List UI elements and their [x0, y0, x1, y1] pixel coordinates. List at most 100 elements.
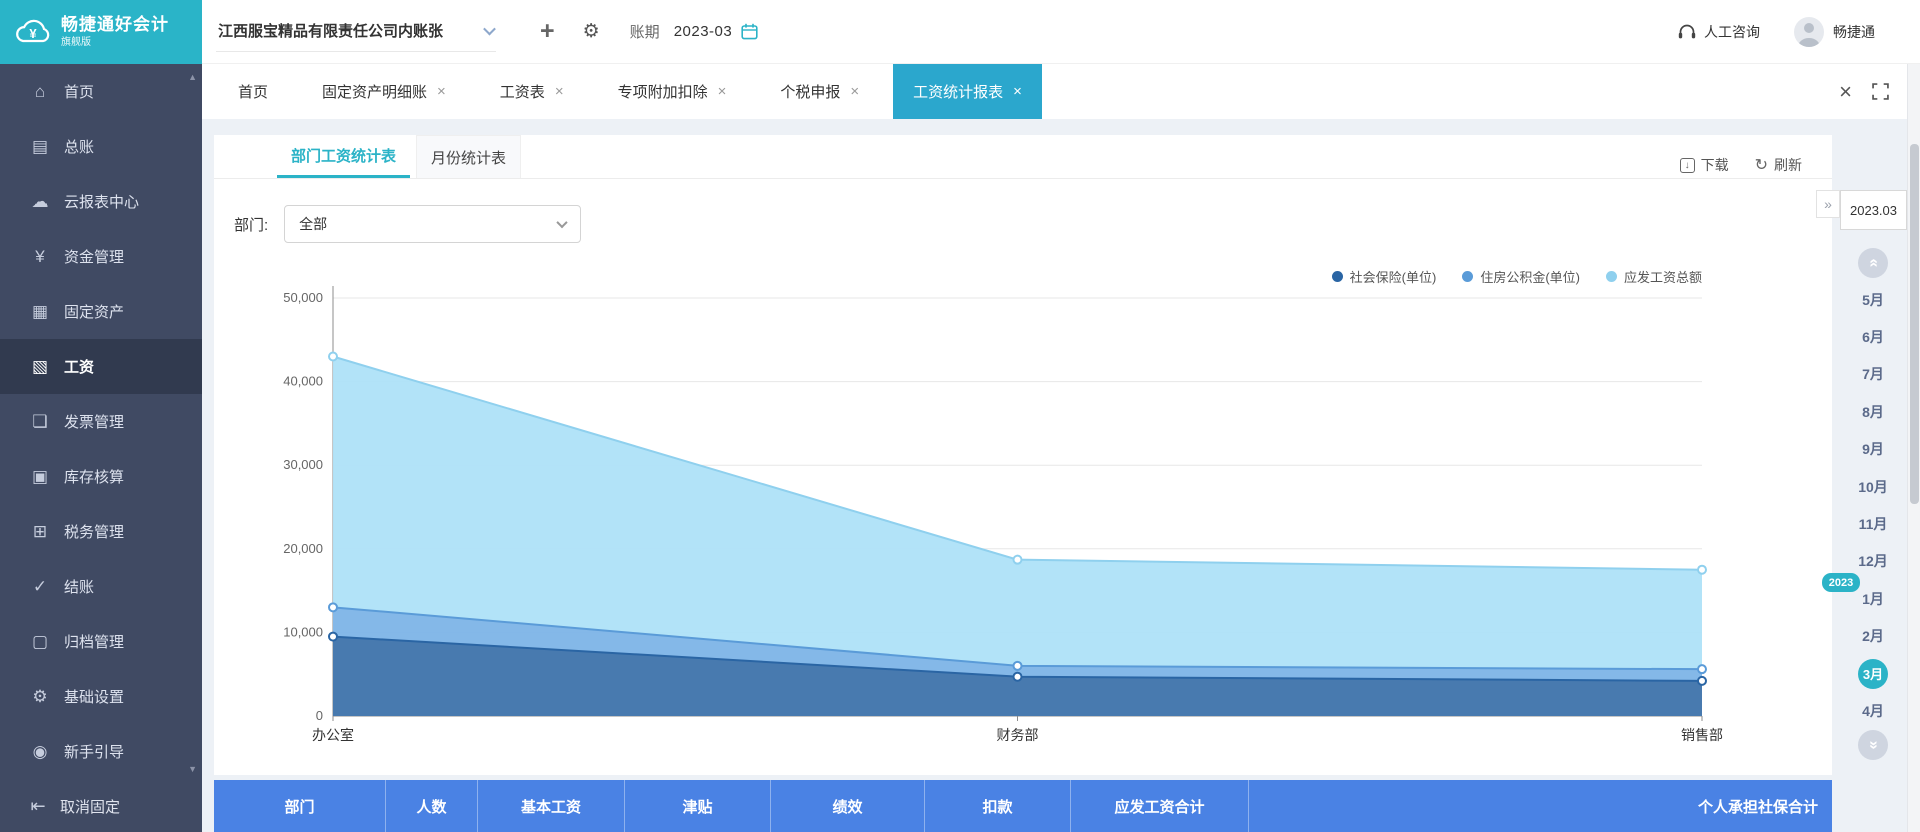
svg-text:30,000: 30,000	[283, 457, 323, 472]
month-8[interactable]: 8月	[1839, 393, 1907, 430]
department-select-value: 全部	[299, 216, 328, 232]
month-11[interactable]: 11月	[1839, 505, 1907, 542]
sidebar-item-label: 云报表中心	[64, 194, 140, 211]
tab-home[interactable]: 首页	[218, 64, 288, 119]
tab-fixed-asset-ledger[interactable]: 固定资产明细账 ×	[302, 64, 466, 119]
month-label: 1月	[1862, 590, 1884, 607]
collapse-panel-handle[interactable]: »	[1816, 190, 1840, 218]
sidebar-item-fixed-assets[interactable]: ▦ 固定资产	[0, 284, 202, 339]
month-7[interactable]: 7月	[1839, 356, 1907, 393]
vertical-scrollbar[interactable]	[1907, 64, 1920, 832]
department-filter-label: 部门:	[234, 216, 269, 234]
fullscreen-icon[interactable]	[1872, 83, 1889, 100]
period-value[interactable]: 2023-03	[673, 23, 733, 40]
topbar-right: 人工咨询 畅捷通	[1677, 16, 1875, 47]
tab-personal-tax[interactable]: 个税申报 ×	[760, 64, 879, 119]
headset-icon[interactable]	[1677, 23, 1697, 41]
sidebar-scroll-up-icon[interactable]: ▲	[188, 72, 197, 82]
sidebar-item-archive[interactable]: ▢ 归档管理	[0, 614, 202, 669]
legend-item[interactable]: 住房公积金(单位)	[1462, 267, 1580, 286]
table-header-cell: 扣款	[925, 780, 1071, 832]
sidebar-item-label: 基础设置	[64, 689, 125, 706]
sidebar-item-label: 固定资产	[64, 304, 125, 321]
unpin-label: 取消固定	[60, 798, 121, 816]
tab-close-icon[interactable]: ×	[1013, 83, 1022, 100]
company-selector[interactable]: 江西服宝精品有限责任公司内账张	[216, 11, 497, 52]
invoice-icon: ❏	[32, 411, 48, 431]
tab-special-deduction[interactable]: 专项附加扣除 ×	[598, 64, 747, 119]
sidebar-item-tax[interactable]: ⊞ 税务管理	[0, 504, 202, 559]
sidebar-menu: ⌂ 首页 ▤ 总账 ☁ 云报表中心 ¥ 资金管理 ▦ 固定资产 ▧ 工资 ❏ 发票管理 ▣ 库存核算 ⊞ 税务管理…	[0, 64, 202, 779]
month-12[interactable]: 12月	[1839, 543, 1907, 580]
month-3[interactable]: 3月	[1839, 655, 1907, 692]
cloud-report-icon: ☁	[31, 191, 49, 211]
close-icon[interactable]: ×	[1839, 78, 1852, 104]
month-label: 9月	[1862, 441, 1884, 458]
subtab-department-summary[interactable]: 部门工资统计表	[277, 135, 411, 178]
month-list: 5月 6月 7月 8月 9月 10月 11月 12月 1月 2月 3月 4月	[1839, 281, 1907, 730]
month-6[interactable]: 6月	[1839, 318, 1907, 355]
sidebar-item-closing[interactable]: ✓ 结账	[0, 559, 202, 614]
month-1[interactable]: 1月	[1839, 580, 1907, 617]
sidebar-item-label: 发票管理	[64, 414, 125, 431]
legend-label: 住房公积金(单位)	[1480, 270, 1580, 285]
sidebar-item-inventory[interactable]: ▣ 库存核算	[0, 449, 202, 504]
month-9[interactable]: 9月	[1839, 431, 1907, 468]
sidebar-item-label: 总账	[64, 139, 95, 156]
sidebar-item-label: 归档管理	[64, 634, 125, 651]
unpin-sidebar-button[interactable]: ⇤ 取消固定	[0, 780, 202, 832]
month-10[interactable]: 10月	[1839, 468, 1907, 505]
legend-item[interactable]: 应发工资总额	[1605, 267, 1702, 286]
sidebar-item-funds[interactable]: ¥ 资金管理	[0, 229, 202, 284]
tab-label: 工资表	[499, 84, 545, 101]
current-period-box[interactable]: 2023.03	[1840, 190, 1907, 230]
sidebar-item-cloud-reports[interactable]: ☁ 云报表中心	[0, 174, 202, 229]
table-header-cell: 应发工资合计	[1071, 780, 1249, 832]
app-logo: ¥ 畅捷通好会计 旗舰版	[0, 0, 202, 64]
month-label: 3月	[1858, 658, 1888, 689]
sidebar-item-guide[interactable]: ◉ 新手引导	[0, 724, 202, 779]
scroll-months-up-button[interactable]: «	[1858, 248, 1888, 278]
sidebar-item-invoice[interactable]: ❏ 发票管理	[0, 394, 202, 449]
department-select[interactable]: 全部	[284, 205, 582, 243]
tab-close-icon[interactable]: ×	[437, 83, 446, 100]
tab-close-icon[interactable]: ×	[554, 83, 564, 100]
sidebar-item-general-ledger[interactable]: ▤ 总账	[0, 119, 202, 174]
tab-salary-table[interactable]: 工资表 ×	[480, 64, 584, 119]
month-label: 5月	[1862, 291, 1884, 308]
sidebar-scroll-down-icon[interactable]: ▼	[188, 764, 197, 774]
help-link[interactable]: 人工咨询	[1704, 23, 1760, 40]
scrollbar-thumb[interactable]	[1910, 144, 1919, 504]
tab-salary-report[interactable]: 工资统计报表 ×	[893, 64, 1042, 119]
table-header-cell: 绩效	[771, 780, 925, 832]
month-5[interactable]: 5月	[1839, 281, 1907, 318]
funds-icon: ¥	[35, 246, 45, 266]
salary-icon: ▧	[31, 356, 49, 376]
user-avatar[interactable]	[1794, 16, 1824, 47]
month-4[interactable]: 4月	[1839, 692, 1907, 729]
tab-label: 个税申报	[780, 84, 841, 101]
sidebar-item-settings[interactable]: ⚙ 基础设置	[0, 669, 202, 724]
gear-icon[interactable]: ⚙	[582, 21, 600, 42]
svg-text:办公室: 办公室	[312, 727, 354, 743]
download-button[interactable]: ↓ 下载	[1679, 155, 1729, 175]
tab-label: 首页	[238, 84, 269, 101]
svg-text:20,000: 20,000	[283, 541, 323, 556]
svg-text:0: 0	[316, 708, 323, 723]
month-2[interactable]: 2月	[1839, 618, 1907, 655]
user-name[interactable]: 畅捷通	[1833, 23, 1875, 40]
legend-item[interactable]: 社会保险(单位)	[1331, 267, 1436, 286]
download-icon: ↓	[1679, 157, 1695, 173]
tab-close-icon[interactable]: ×	[850, 83, 860, 100]
sidebar-item-label: 税务管理	[64, 524, 125, 541]
filter-row: 部门: 全部	[234, 205, 582, 243]
sidebar-item-home[interactable]: ⌂ 首页	[0, 64, 202, 119]
refresh-button[interactable]: ↻ 刷新	[1755, 155, 1802, 175]
svg-text:¥: ¥	[29, 26, 37, 41]
calendar-icon[interactable]	[741, 23, 758, 40]
scroll-months-down-button[interactable]: «	[1858, 730, 1888, 760]
add-icon[interactable]: +	[540, 17, 555, 45]
subtab-month-summary[interactable]: 月份统计表	[416, 135, 522, 178]
tab-close-icon[interactable]: ×	[717, 83, 727, 100]
sidebar-item-salary[interactable]: ▧ 工资	[0, 339, 202, 394]
